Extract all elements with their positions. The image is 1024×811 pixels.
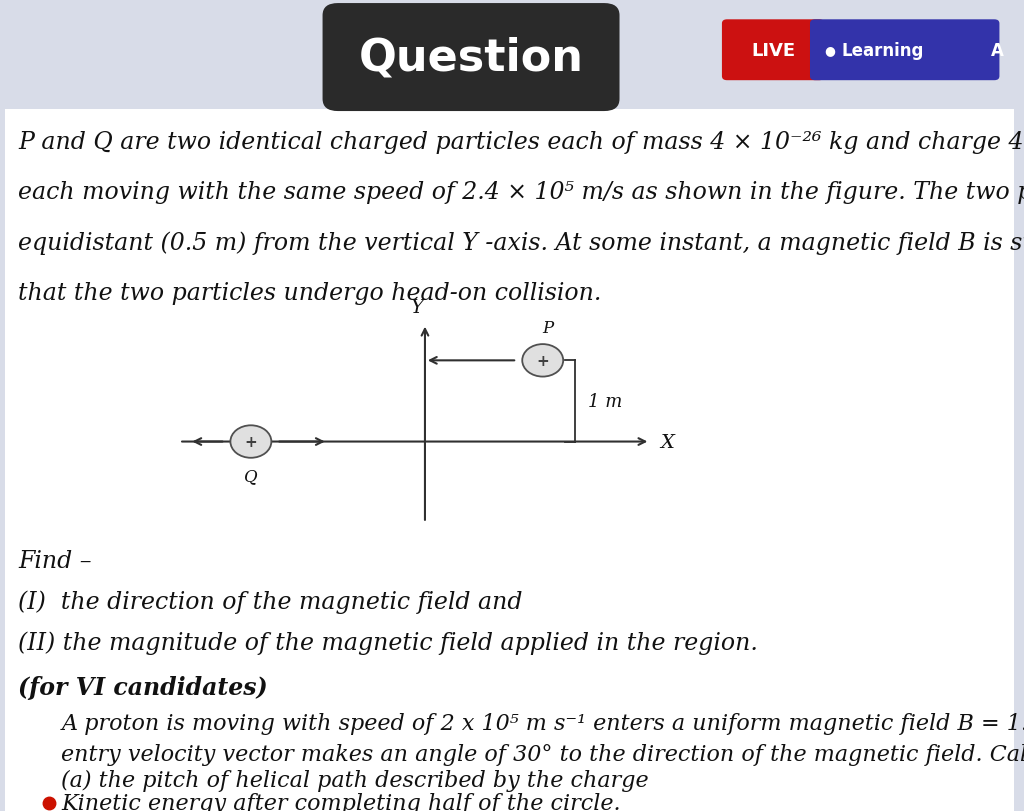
Text: equidistant (0.5 m) from the vertical Y -axis. At some instant, a magnetic field: equidistant (0.5 m) from the vertical Y … — [18, 232, 1024, 255]
FancyBboxPatch shape — [722, 20, 824, 81]
Text: X: X — [660, 433, 675, 451]
Text: 1 m: 1 m — [588, 393, 623, 410]
Circle shape — [230, 426, 271, 458]
FancyBboxPatch shape — [810, 20, 999, 81]
Text: each moving with the same speed of 2.4 × 10⁵ m/s as shown in the figure. The two: each moving with the same speed of 2.4 ×… — [18, 181, 1024, 204]
Text: ●: ● — [824, 44, 836, 58]
Circle shape — [522, 345, 563, 377]
Text: A proton is moving with speed of 2 x 10⁵ m s⁻¹ enters a uniform magnetic field B: A proton is moving with speed of 2 x 10⁵… — [61, 712, 1024, 735]
Text: Kinetic energy after completing half of the circle.: Kinetic energy after completing half of … — [61, 792, 622, 811]
Text: LIVE: LIVE — [751, 41, 796, 60]
Text: that the two particles undergo head-on collision.: that the two particles undergo head-on c… — [18, 282, 602, 305]
Text: P: P — [543, 320, 553, 337]
Text: +: + — [245, 435, 257, 449]
Text: (a) the pitch of helical path described by the charge: (a) the pitch of helical path described … — [61, 769, 649, 792]
Text: Y: Y — [411, 298, 423, 316]
Text: entry velocity vector makes an angle of 30° to the direction of the magnetic fie: entry velocity vector makes an angle of … — [61, 743, 1024, 766]
Text: A: A — [991, 41, 1005, 60]
Text: Learning: Learning — [842, 41, 924, 60]
Text: Q: Q — [244, 468, 258, 485]
Text: Find –: Find – — [18, 550, 92, 573]
Text: P and Q are two identical charged particles each of mass 4 × 10⁻²⁶ kg and charge: P and Q are two identical charged partic… — [18, 131, 1024, 153]
FancyBboxPatch shape — [5, 109, 1014, 811]
Text: (for VI candidates): (for VI candidates) — [18, 675, 268, 699]
FancyBboxPatch shape — [323, 4, 620, 112]
Text: Question: Question — [358, 36, 584, 79]
Text: (I)  the direction of the magnetic field and: (I) the direction of the magnetic field … — [18, 590, 523, 613]
Text: (II) the magnitude of the magnetic field applied in the region.: (II) the magnitude of the magnetic field… — [18, 631, 759, 654]
Text: +: + — [537, 354, 549, 368]
